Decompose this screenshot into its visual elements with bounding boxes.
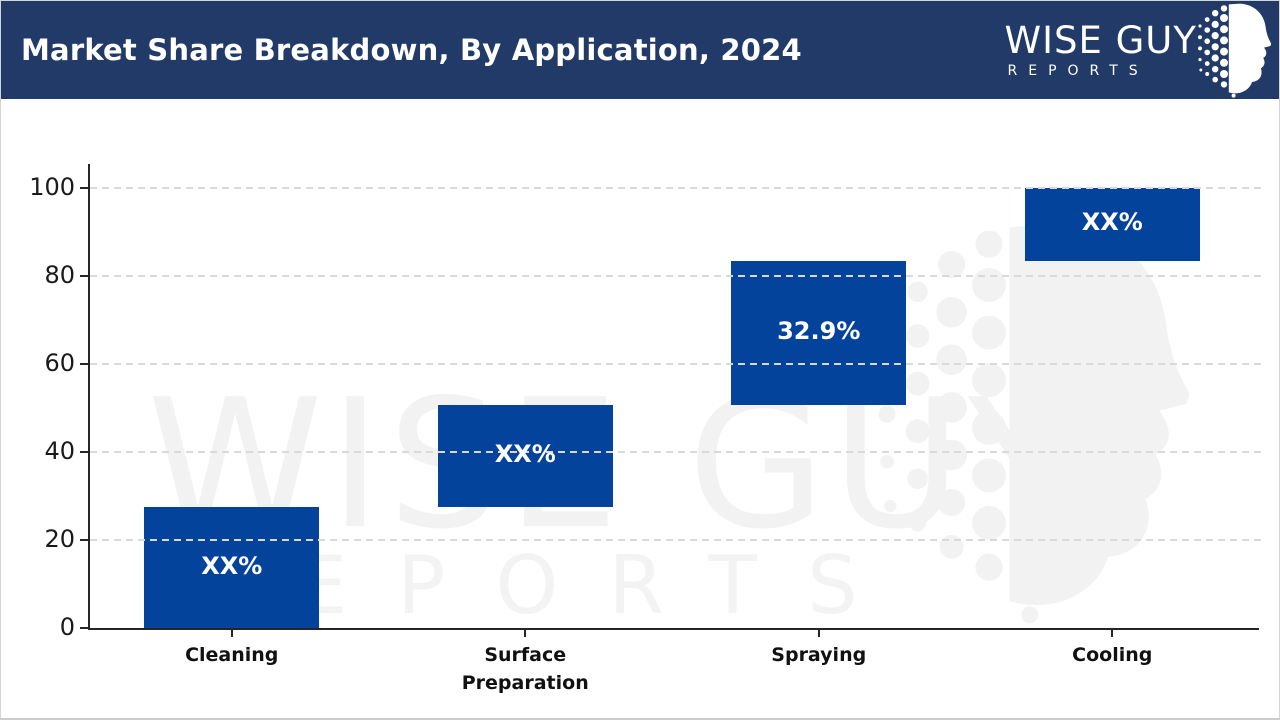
x-axis-line xyxy=(88,628,1259,630)
y-tick-80 xyxy=(80,275,88,277)
y-tick-40 xyxy=(80,451,88,453)
y-tick-label: 80 xyxy=(44,261,75,289)
waterfall-chart: WISE GUY REPORTS 0 20 40 60 80 100 XX% Cleaning… xyxy=(1,99,1279,718)
brand-logo: WISE GUY REPORTS xyxy=(1005,2,1273,98)
y-tick-label: 20 xyxy=(44,525,75,553)
gridline-20 xyxy=(90,539,1265,541)
y-axis-line xyxy=(88,164,90,630)
bar-value-label: XX% xyxy=(494,440,556,469)
gridline-100 xyxy=(90,187,1265,189)
x-tick-1 xyxy=(524,630,527,637)
y-tick-20 xyxy=(80,539,88,541)
bar-cooling xyxy=(1024,188,1200,261)
y-tick-label: 60 xyxy=(44,349,75,377)
x-category-label: Cleaning xyxy=(185,644,279,666)
bar-value-label: XX% xyxy=(1081,208,1143,237)
bar-surface-preparation xyxy=(437,405,613,507)
y-tick-0 xyxy=(80,627,88,629)
logo-name: WISE GUY xyxy=(1004,18,1197,62)
header: Market Share Breakdown, By Application, … xyxy=(1,1,1279,99)
gridline-60 xyxy=(90,363,1265,365)
gridline-80 xyxy=(90,275,1265,277)
gridline-40 xyxy=(90,451,1265,453)
x-category-label: Spraying xyxy=(771,644,867,666)
x-category-label: Surface Preparation xyxy=(461,644,589,694)
y-tick-label: 100 xyxy=(29,173,75,201)
y-tick-label: 40 xyxy=(44,437,75,465)
logo-dotted-head-icon xyxy=(1198,3,1272,98)
bar-value-label: 32.9% xyxy=(777,316,861,345)
y-tick-60 xyxy=(80,363,88,365)
page-title: Market Share Breakdown, By Application, … xyxy=(21,33,802,67)
logo-subtitle: REPORTS xyxy=(1007,62,1149,79)
bar-value-label: XX% xyxy=(201,551,263,580)
bar-cleaning xyxy=(144,507,320,628)
x-tick-3 xyxy=(1111,630,1114,637)
x-category-label: Cooling xyxy=(1072,644,1153,666)
x-tick-2 xyxy=(817,630,820,637)
x-tick-0 xyxy=(230,630,233,637)
y-tick-label: 0 xyxy=(59,613,75,641)
y-tick-100 xyxy=(80,187,88,189)
bar-spraying xyxy=(731,260,907,406)
logo-wordmark: WISE GUY REPORTS xyxy=(1005,22,1197,79)
